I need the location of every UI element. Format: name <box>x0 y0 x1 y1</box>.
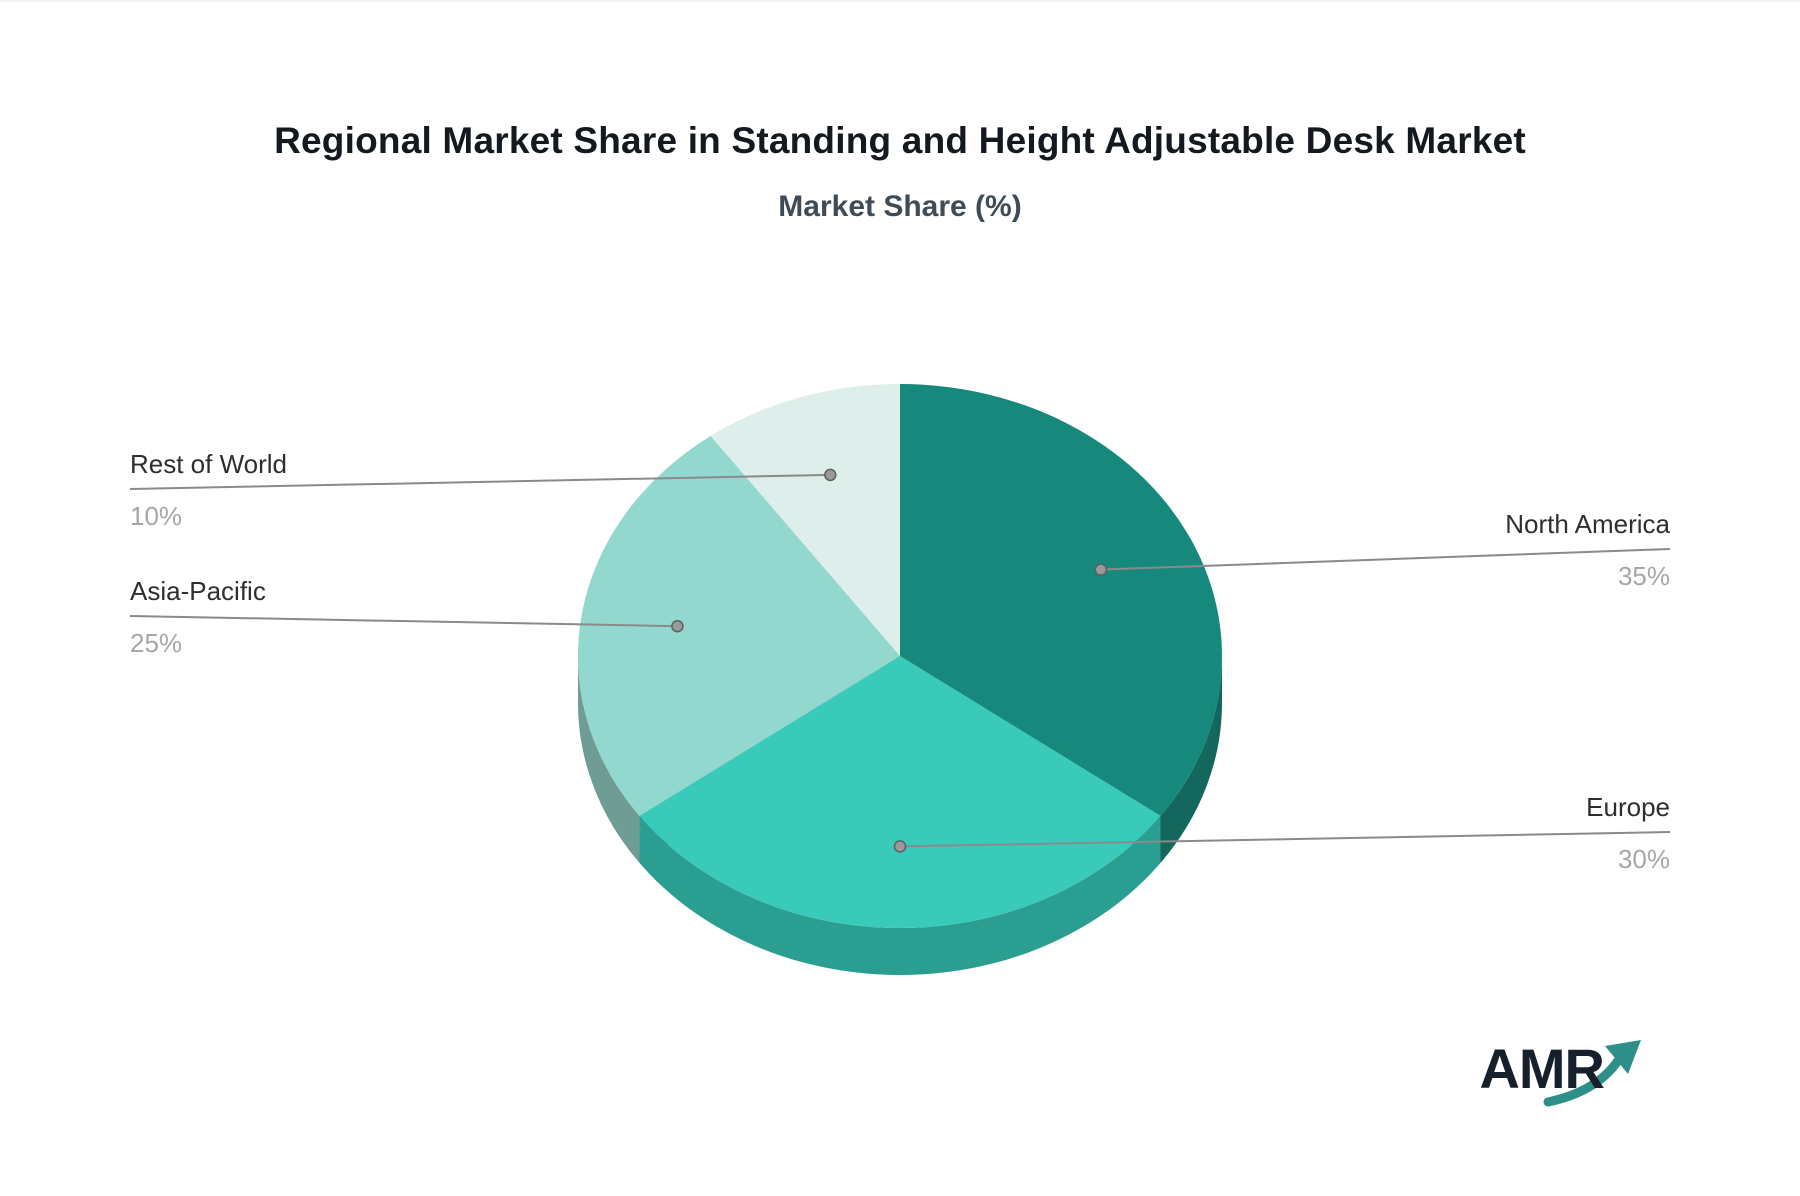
slice-percent-asia-pacific: 25% <box>130 628 183 658</box>
leader-dot-rest-of-world <box>824 468 837 482</box>
pie-slice-north-america[interactable] <box>900 384 1223 816</box>
slice-percent-rest-of-world: 10% <box>130 501 183 531</box>
pie-slice-europe[interactable] <box>639 656 1161 929</box>
chart-title: Regional Market Share in Standing and He… <box>274 120 1526 161</box>
slice-percent-europe: 30% <box>1617 844 1670 874</box>
leader-line-rest-of-world <box>129 473 831 490</box>
leader-line-north-america <box>1100 548 1671 571</box>
slice-label-rest-of-world: Rest of World <box>130 449 288 479</box>
pie-side-europe <box>639 815 1161 976</box>
slice-label-asia-pacific: Asia-Pacific <box>130 576 266 606</box>
leader-dot-north-america <box>1094 563 1108 576</box>
pie-side-asia-pacific <box>578 656 640 863</box>
chart-subtitle: Market Share (%) <box>778 190 1022 223</box>
amr-logo-arrow-curve <box>1543 1051 1626 1107</box>
leader-line-asia-pacific <box>129 615 678 628</box>
pie-slice-rest-of-world[interactable] <box>710 384 900 656</box>
pie-side-north-america <box>1160 656 1222 863</box>
slice-percent-north-america: 35% <box>1617 561 1670 591</box>
leader-dot-asia-pacific <box>671 619 684 633</box>
slice-label-europe: Europe <box>1586 792 1670 822</box>
slice-label-north-america: North America <box>1505 509 1670 539</box>
pie-slice-asia-pacific[interactable] <box>577 435 900 816</box>
leader-dot-europe <box>893 840 907 853</box>
amr-logo-text: AMR <box>1479 1037 1605 1100</box>
leader-line-europe <box>899 831 1671 848</box>
amr-logo-arrow-head <box>1605 1040 1641 1074</box>
